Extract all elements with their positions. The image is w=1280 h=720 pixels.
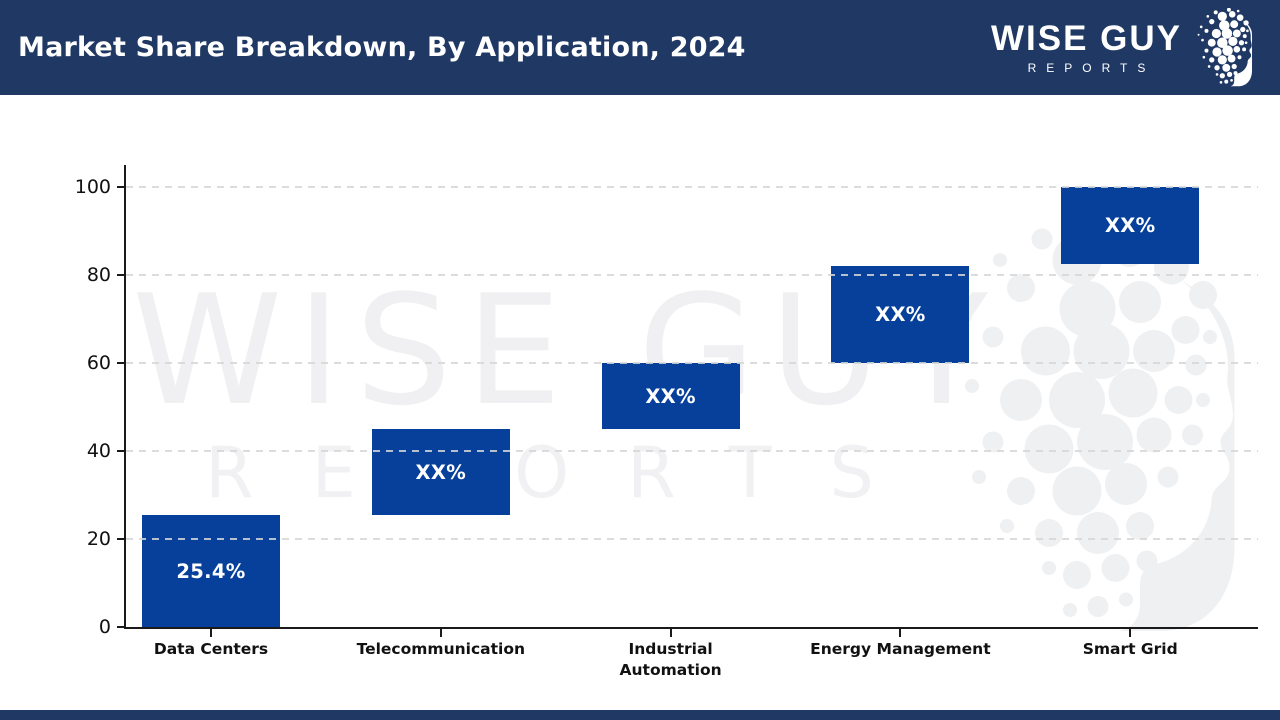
bar: XX% <box>831 266 970 363</box>
x-category-label: Data Centers <box>153 640 269 658</box>
x-tick-mark <box>899 629 902 637</box>
x-tick-mark <box>210 629 212 637</box>
y-tick-label: 0 <box>98 616 111 638</box>
bar-value-label: XX% <box>645 384 696 408</box>
y-tick-mark <box>117 274 126 276</box>
bar-value-label: XX% <box>875 303 926 327</box>
page-title: Market Share Breakdown, By Application, … <box>18 32 746 63</box>
logo-head-icon <box>1197 7 1253 86</box>
header: Market Share Breakdown, By Application, … <box>0 0 1280 95</box>
y-axis-line <box>124 165 126 629</box>
x-category-label: Industrial Automation <box>619 640 722 679</box>
y-tick-label: 100 <box>74 176 111 198</box>
x-category-label: Telecommunication <box>356 640 526 658</box>
y-tick-mark <box>117 626 126 628</box>
x-category-label: Energy Management <box>810 640 991 658</box>
y-tick-label: 60 <box>86 352 111 374</box>
bar-value-label: XX% <box>415 460 467 484</box>
x-tick-mark <box>439 629 442 637</box>
y-gridline <box>126 362 1258 364</box>
brand-logo: WISE GUY REPORTS <box>991 7 1254 88</box>
y-tick-mark <box>117 186 126 188</box>
y-tick-label: 20 <box>86 528 111 550</box>
x-tick-mark <box>669 629 672 637</box>
bar: XX% <box>1061 187 1200 264</box>
y-gridline <box>126 186 1258 188</box>
bar: 25.4% <box>142 515 280 627</box>
y-tick-label: 40 <box>86 440 111 462</box>
x-axis-line <box>124 627 1258 629</box>
bar-value-label: 25.4% <box>176 559 246 583</box>
bar-value-label: XX% <box>1104 214 1156 237</box>
x-tick-mark <box>1129 629 1132 637</box>
y-tick-label: 80 <box>86 264 111 286</box>
y-tick-mark <box>117 362 126 364</box>
brand-logo-text: WISE GUY REPORTS <box>991 21 1182 75</box>
brand-logo-name: WISE GUY <box>990 18 1182 58</box>
footer-bar <box>0 710 1280 720</box>
bar: XX% <box>371 429 510 516</box>
y-gridline <box>126 450 1258 452</box>
y-gridline <box>126 274 1258 276</box>
brand-logo-subtext: REPORTS <box>1027 60 1156 75</box>
y-gridline <box>126 538 1258 540</box>
y-tick-mark <box>117 450 126 452</box>
bar: XX% <box>601 363 740 429</box>
y-tick-mark <box>117 538 126 540</box>
x-category-label: Smart Grid <box>1082 640 1178 658</box>
watermark-subtext: REPORTS <box>205 432 932 514</box>
